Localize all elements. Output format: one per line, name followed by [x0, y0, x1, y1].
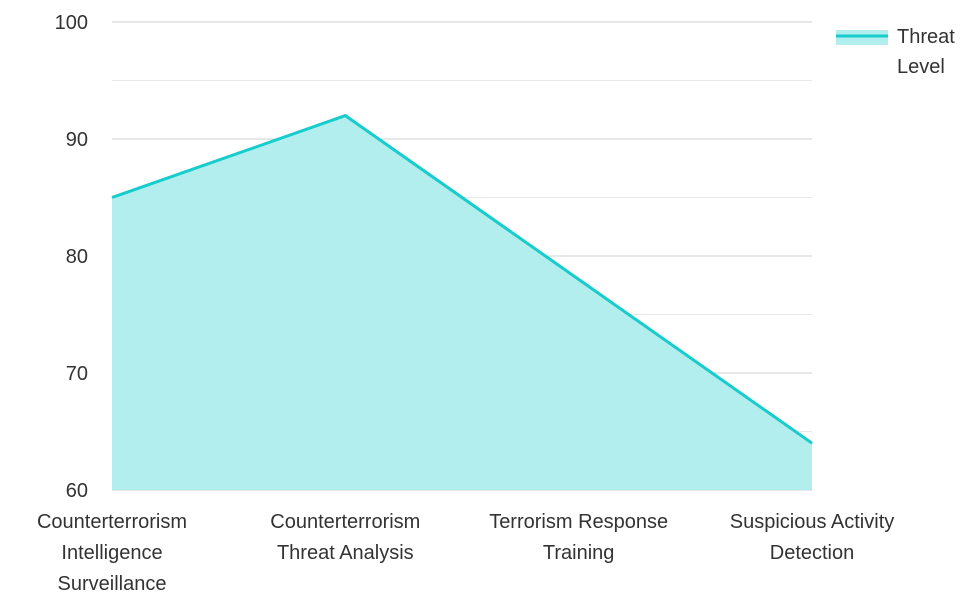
x-tick-label: Terrorism Response Training [489, 511, 668, 564]
y-tick-label: 80 [66, 246, 88, 268]
area [112, 115, 812, 490]
y-tick-label: 60 [66, 480, 88, 502]
line [111, 113, 813, 445]
y-tick-label: 100 [55, 12, 88, 34]
x-tick-label: Suspicious Activity Detection [730, 511, 895, 564]
y-tick-label: 70 [66, 363, 88, 385]
x-tick-label: Counterterrorism Threat Analysis [270, 511, 420, 564]
x-tick-label: Counterterrorism Intelligence Surveillance [37, 511, 187, 594]
y-tick-label: 90 [66, 129, 88, 151]
legend-label: Threat Level [897, 26, 955, 78]
